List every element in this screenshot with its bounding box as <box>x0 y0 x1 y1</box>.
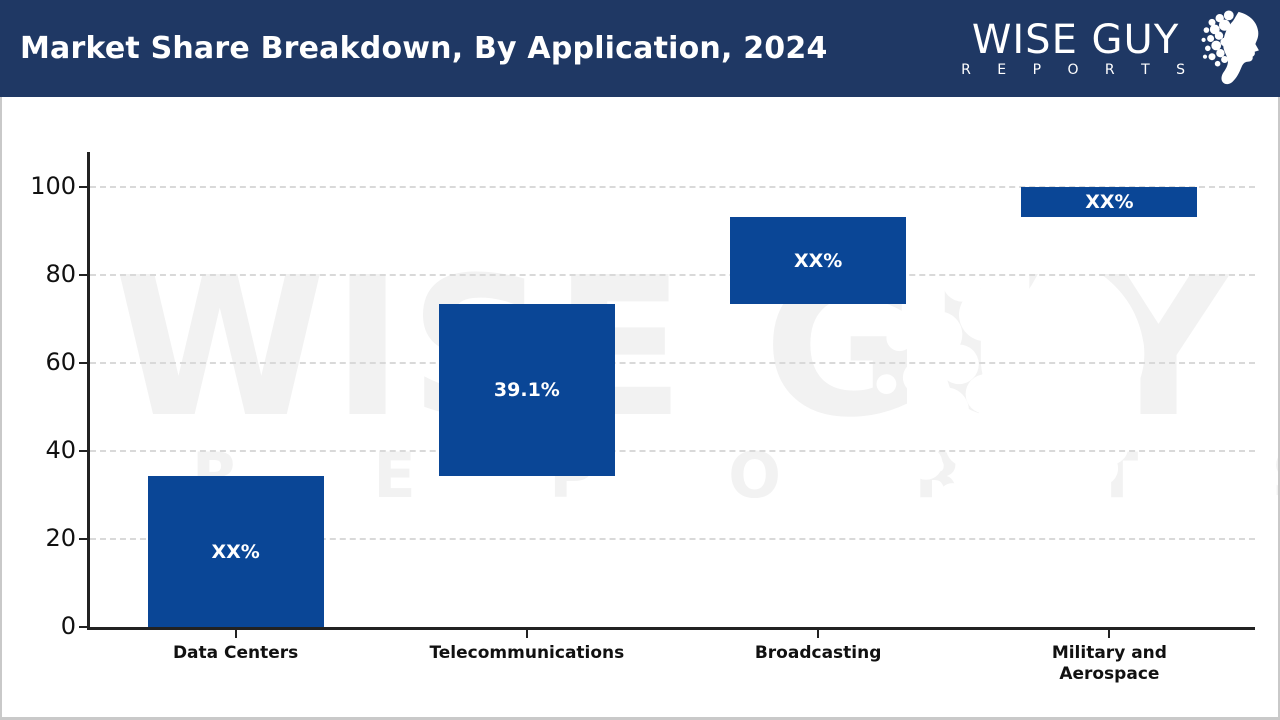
x-tick-mark <box>234 630 237 638</box>
x-tick-mark <box>817 630 820 638</box>
bar-value-label: XX% <box>1085 191 1134 214</box>
y-tick-mark <box>79 626 87 628</box>
gridline-80 <box>90 274 1255 276</box>
bar-military-and-aerospace: XX% <box>1021 187 1198 218</box>
y-tick-label: 80 <box>45 260 76 288</box>
chart-title: Market Share Breakdown, By Application, … <box>20 31 828 66</box>
x-tick-label-broadcasting: Broadcasting <box>754 643 882 663</box>
gridline-20 <box>90 538 1255 540</box>
y-tick-label: 40 <box>45 436 76 464</box>
bar-value-label: XX% <box>211 540 260 563</box>
x-tick-label-telecommunications: Telecommunications <box>429 643 625 663</box>
y-tick-label: 100 <box>30 172 76 200</box>
y-tick-mark <box>79 186 87 188</box>
y-tick-mark <box>79 362 87 364</box>
x-tick-label-military-and-aerospace: Military and Aerospace <box>1051 643 1167 685</box>
logo-text: WISE GUY R E P O R T S <box>955 19 1196 78</box>
gridline-100 <box>90 186 1255 188</box>
y-tick-label: 60 <box>45 348 76 376</box>
logo-face-icon <box>1201 10 1259 84</box>
bar-value-label: 39.1% <box>493 379 560 402</box>
bar-broadcasting: XX% <box>730 217 907 305</box>
y-tick-mark <box>79 450 87 452</box>
y-axis-line <box>87 152 90 630</box>
watermark-face-icon <box>876 245 1148 593</box>
gridline-40 <box>90 450 1255 452</box>
waterfall-chart: WISE GUY R E P O R T S 0 20 40 60 80 100 Data … <box>2 97 1278 717</box>
logo-wordmark: WISE GUY <box>971 17 1180 63</box>
y-tick-mark <box>79 274 87 276</box>
logo-subtitle: R E P O R T S <box>961 62 1196 78</box>
y-tick-mark <box>79 538 87 540</box>
x-tick-label-data-centers: Data Centers <box>172 643 299 663</box>
header-bar: Market Share Breakdown, By Application, … <box>0 0 1280 97</box>
y-tick-label: 20 <box>45 524 76 552</box>
y-tick-label: 0 <box>60 612 76 640</box>
gridline-60 <box>90 362 1255 364</box>
bar-value-label: XX% <box>793 249 843 272</box>
bar-data-centers: XX% <box>147 476 324 627</box>
x-tick-mark <box>1108 630 1111 638</box>
x-tick-mark <box>525 630 528 638</box>
wise-guy-reports-logo: WISE GUY R E P O R T S <box>955 10 1268 88</box>
x-axis-line <box>87 627 1255 630</box>
bar-telecommunications: 39.1% <box>438 304 615 477</box>
